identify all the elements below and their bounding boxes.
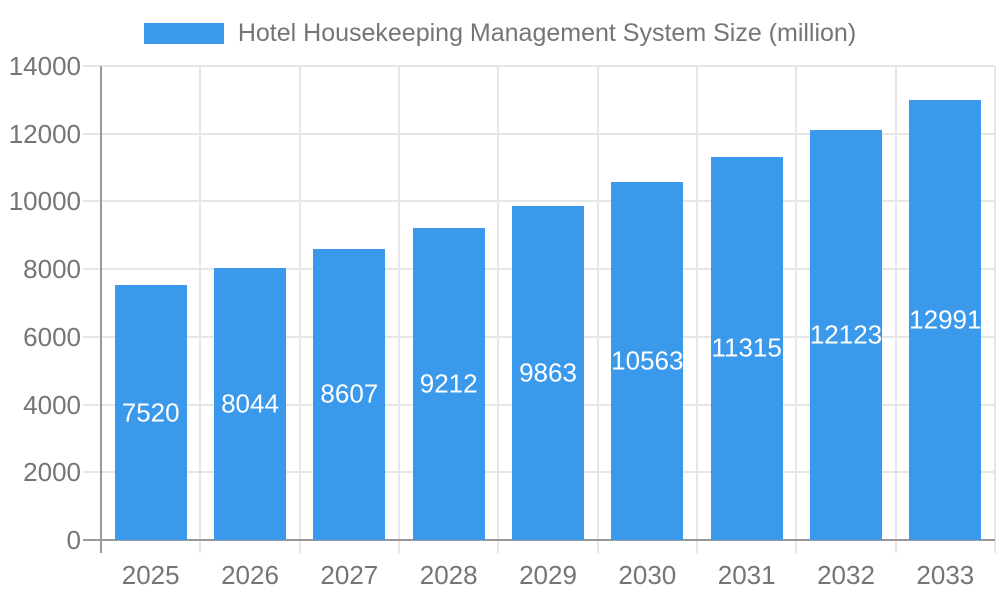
y-tick-label: 4000 (23, 389, 81, 420)
gridline-vertical (199, 66, 202, 553)
y-tick-label: 10000 (8, 186, 81, 217)
bar (611, 182, 684, 540)
legend-label: Hotel Housekeeping Management System Siz… (237, 19, 857, 47)
bar (214, 267, 286, 540)
x-tick-label: 2030 (618, 560, 677, 590)
bar-value-label: 9212 (419, 368, 478, 399)
y-tick-label: 0 (66, 525, 81, 555)
x-tick-label: 2026 (221, 560, 279, 590)
gridline-vertical (298, 66, 301, 553)
gridline-horizontal (83, 65, 995, 67)
gridline-vertical (696, 66, 698, 553)
y-tick-label: 6000 (23, 321, 81, 352)
y-tick-label: 2000 (23, 457, 81, 488)
y-tick-label: 12000 (8, 118, 81, 149)
bar (412, 228, 485, 540)
x-tick-label: 2028 (419, 560, 478, 590)
gridline-vertical (398, 66, 400, 553)
bar (710, 156, 783, 540)
bar-value-label: 11315 (711, 332, 782, 363)
bar-value-label: 9863 (519, 357, 577, 388)
y-tick-label: 14000 (8, 51, 81, 81)
x-tick-label: 2025 (121, 560, 180, 590)
bar-value-label: 7520 (121, 397, 180, 428)
bar (512, 206, 584, 540)
gridline-horizontal (83, 132, 995, 135)
gridline-horizontal (83, 200, 995, 203)
bar (909, 100, 982, 540)
legend-swatch (143, 22, 224, 44)
x-tick-label: 2029 (519, 560, 577, 590)
gridline-vertical (596, 66, 599, 553)
bar (810, 129, 882, 540)
x-tick-label: 2032 (817, 560, 875, 590)
x-tick-label: 2033 (916, 560, 975, 590)
x-axis-line (83, 539, 995, 541)
bar-value-label: 8044 (221, 388, 279, 419)
x-tick-label: 2031 (717, 560, 776, 590)
gridline-vertical (894, 66, 897, 553)
bar-value-label: 10563 (611, 345, 684, 376)
bar (313, 248, 386, 540)
bar-value-label: 8607 (320, 378, 379, 409)
bar (114, 285, 187, 540)
y-tick-label: 8000 (23, 254, 81, 285)
gridline-vertical (497, 66, 500, 553)
legend[interactable]: Hotel Housekeeping Management System Siz… (0, 19, 1000, 47)
x-tick-label: 2027 (320, 560, 379, 590)
y-axis-line (100, 66, 102, 553)
bar-value-label: 12991 (909, 304, 982, 335)
gridline-vertical (994, 66, 996, 553)
gridline-vertical (795, 66, 798, 553)
bar-value-label: 12123 (809, 319, 883, 350)
